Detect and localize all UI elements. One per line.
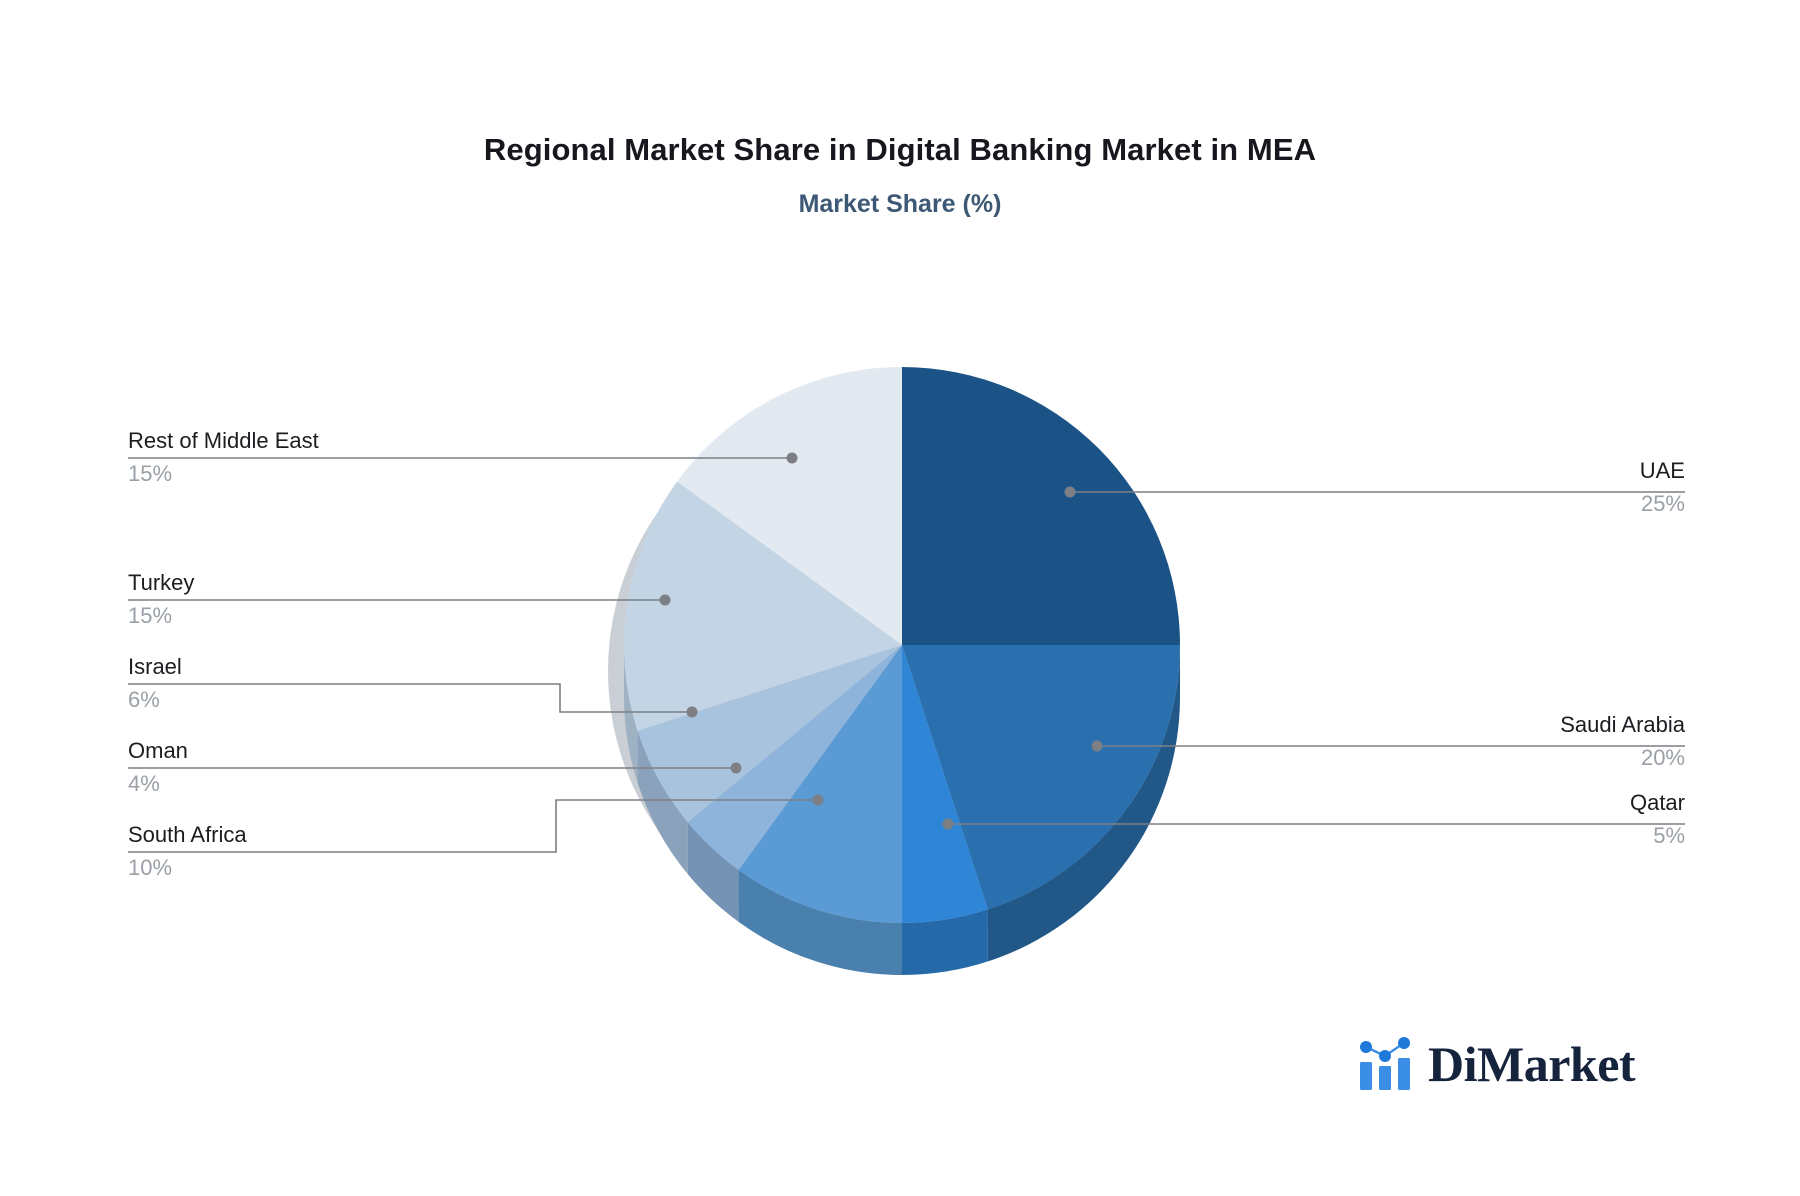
chart-subtitle: Market Share (%)	[798, 190, 1002, 218]
leader-anchor-dot	[786, 452, 798, 464]
callout-label: Oman	[128, 738, 188, 763]
pie-slice-side	[902, 909, 988, 976]
leader-anchor-dot	[686, 706, 698, 718]
pie-slices	[624, 367, 1180, 923]
pie-slice[interactable]	[902, 367, 1180, 645]
callout-value: 6%	[128, 687, 160, 712]
leader-line	[128, 683, 692, 713]
pie-slice-side	[624, 645, 638, 783]
callout-israel[interactable]: Israel 6%	[128, 654, 182, 713]
callout-value: 20%	[1640, 745, 1685, 770]
callout-value: 5%	[1653, 823, 1685, 848]
callout-label: Israel	[128, 654, 182, 679]
callout-value: 4%	[128, 771, 160, 796]
callout-turkey[interactable]: Turkey 15%	[128, 570, 194, 629]
bar-chart-dots-icon	[1360, 1037, 1410, 1090]
leader-anchor-dot	[942, 818, 954, 830]
leader-lines	[128, 452, 1685, 853]
callout-label: Rest of Middle East	[128, 428, 319, 453]
pie-slice[interactable]	[902, 645, 1180, 910]
pie-slice-side	[637, 730, 688, 875]
callout-value: 15%	[128, 461, 173, 486]
leader-anchor-dot	[1064, 486, 1076, 498]
leader-anchor-dot	[659, 594, 671, 606]
callout-value: 25%	[1640, 491, 1685, 516]
callout-saudi-arabia[interactable]: Saudi Arabia 20%	[1560, 712, 1685, 771]
callout-label: Turkey	[128, 570, 195, 595]
callout-label: South Africa	[128, 822, 247, 847]
pie-slice[interactable]	[902, 645, 988, 923]
callout-uae[interactable]: UAE 25%	[1640, 458, 1685, 517]
pie-slice[interactable]	[637, 645, 902, 823]
pie-slice[interactable]	[624, 481, 902, 731]
pie-slice[interactable]	[677, 367, 902, 645]
callout-label: UAE	[1639, 458, 1685, 483]
callout-value: 15%	[128, 603, 173, 628]
leader-anchor-dot	[1091, 740, 1103, 752]
callout-qatar[interactable]: Qatar 5%	[1630, 790, 1685, 849]
leader-anchor-dot	[812, 794, 824, 806]
callout-value: 10%	[128, 855, 173, 880]
callout-oman[interactable]: Oman 4%	[128, 738, 188, 797]
pie-slice[interactable]	[738, 645, 902, 923]
brand-logo: DiMarket	[1358, 1036, 1636, 1092]
leader-line	[128, 799, 818, 853]
callout-label: Qatar	[1629, 790, 1685, 815]
brand-name: DiMarket	[1428, 1036, 1636, 1092]
callout-south-africa[interactable]: South Africa 10%	[128, 822, 247, 881]
pie-slice-side	[987, 645, 1180, 962]
pie-slice[interactable]	[687, 645, 902, 870]
callout-rest-of-middle-east[interactable]: Rest of Middle East 15%	[128, 428, 319, 487]
pie-slice-side	[687, 822, 739, 922]
pie-slice-side	[738, 869, 902, 975]
page-title: Regional Market Share in Digital Banking…	[483, 132, 1317, 167]
leader-anchor-dot	[730, 762, 742, 774]
callout-label: Saudi Arabia	[1560, 712, 1685, 737]
